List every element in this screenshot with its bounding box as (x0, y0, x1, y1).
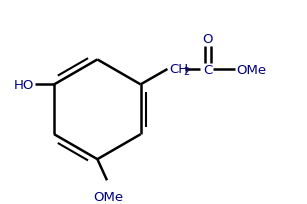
Text: C: C (203, 63, 212, 76)
Text: 2: 2 (183, 67, 189, 76)
Text: O: O (203, 33, 213, 46)
Text: OMe: OMe (93, 190, 123, 203)
Text: CH: CH (169, 62, 188, 75)
Text: HO: HO (14, 79, 34, 91)
Text: OMe: OMe (236, 63, 266, 76)
